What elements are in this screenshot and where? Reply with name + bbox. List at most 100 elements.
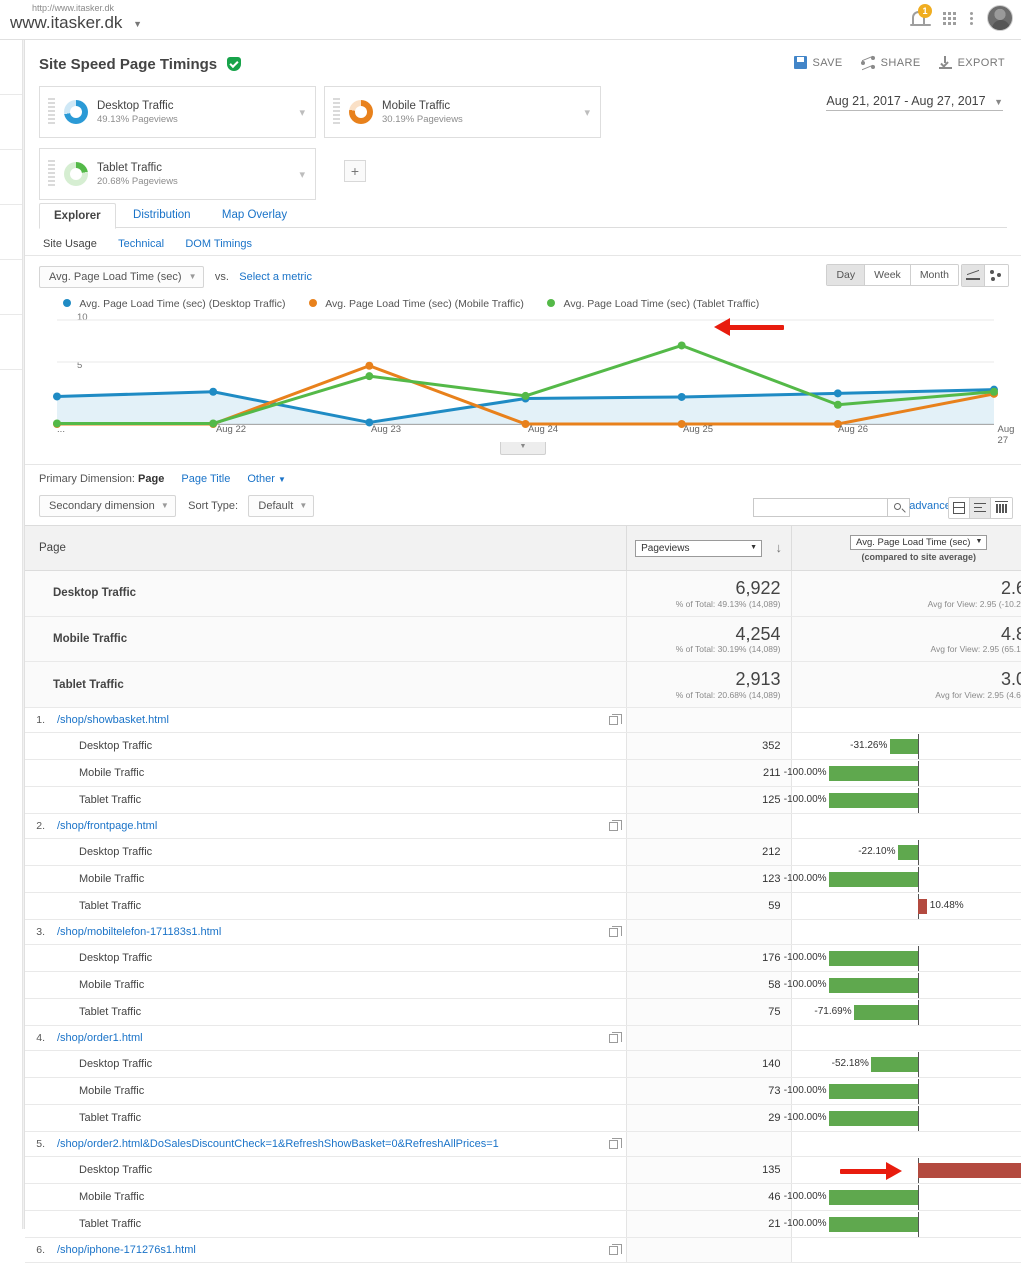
row-index: 4.	[25, 1025, 51, 1052]
date-range-picker[interactable]: Aug 21, 2017 - Aug 27, 2017 ▼	[826, 94, 1003, 111]
flow-view-icon[interactable]	[970, 498, 991, 518]
report-header: Site Speed Page Timings SAVE SHARE EXPOR…	[25, 40, 1021, 82]
sort-descending-icon[interactable]: ↓	[775, 539, 782, 555]
export-button[interactable]: EXPORT	[938, 56, 1005, 69]
granularity-month[interactable]: Month	[910, 265, 958, 285]
chevron-down-icon[interactable]: ▾	[584, 106, 590, 119]
group-metric-blank	[791, 707, 1021, 734]
table-view-icon[interactable]	[949, 498, 970, 518]
line-chart[interactable]: 10 5 ... Aug 22 Aug 23 Aug 24 Aug 25 Aug…	[39, 312, 1014, 455]
negative-bar	[829, 1083, 918, 1099]
drag-handle-icon[interactable]	[333, 98, 340, 126]
chart-range-slider[interactable]: ▼	[500, 442, 546, 455]
open-in-new-icon[interactable]	[608, 1138, 622, 1150]
tab-map-overlay[interactable]: Map Overlay	[221, 209, 288, 221]
avatar[interactable]	[987, 5, 1013, 31]
secondary-dimension-select[interactable]: Secondary dimension ▼	[39, 495, 176, 517]
pageviews-label: Pageviews	[641, 542, 690, 554]
primary-dimension-page-title[interactable]: Page Title	[181, 473, 231, 485]
open-in-new-icon[interactable]	[608, 926, 622, 938]
total-metric: 4.87Avg for View: 2.95 (65.16%)	[791, 616, 1021, 663]
table-row: Mobile Traffic 123 -100.00%	[25, 865, 1021, 894]
share-button[interactable]: SHARE	[860, 56, 921, 69]
page-url-cell[interactable]: /shop/order2.html&DoSalesDiscountCheck=1…	[51, 1131, 627, 1158]
segment-card-mobile[interactable]: Mobile Traffic 30.19% Pageviews ▾	[324, 86, 601, 138]
chevron-down-icon[interactable]: ▾	[299, 106, 305, 119]
page-url-cell[interactable]: /shop/showbasket.html	[51, 707, 627, 734]
sub-index	[25, 944, 51, 973]
legend-item-tablet: Avg. Page Load Time (sec) (Tablet Traffi…	[547, 298, 759, 310]
open-in-new-icon[interactable]	[608, 1244, 622, 1256]
table-group-row: 6. /shop/iphone-171276s1.html	[25, 1237, 1021, 1263]
metric-select-label: Avg. Page Load Time (sec)	[49, 271, 182, 283]
x-tick-2: Aug 23	[370, 424, 402, 435]
site-name-selector[interactable]: www.itasker.dk ▼	[10, 13, 142, 33]
save-button[interactable]: SAVE	[793, 56, 843, 69]
page-url-link[interactable]: /shop/frontpage.html	[57, 820, 158, 833]
segment-card-desktop[interactable]: Desktop Traffic 49.13% Pageviews ▾	[39, 86, 316, 138]
primary-dimension-other[interactable]: Other ▼	[247, 473, 286, 485]
comparison-view-icon[interactable]	[991, 498, 1012, 518]
subtab-dom-timings[interactable]: DOM Timings	[185, 238, 252, 250]
segment-name: Tablet Traffic	[97, 161, 162, 174]
group-pageviews-blank	[626, 1025, 792, 1052]
row-index: 2.	[25, 813, 51, 840]
tab-explorer[interactable]: Explorer	[39, 203, 116, 229]
apps-grid-icon[interactable]	[943, 11, 956, 25]
page-url-link[interactable]: /shop/iphone-171276s1.html	[57, 1244, 196, 1257]
granularity-day[interactable]: Day	[827, 265, 866, 285]
table-header-row: Page Pageviews ▼ ↓ Avg. Page Load Time (…	[25, 525, 1021, 571]
report-subtabs: Site Usage Technical DOM Timings	[25, 228, 1021, 256]
page-url-link[interactable]: /shop/order2.html&DoSalesDiscountCheck=1…	[57, 1138, 499, 1151]
search-button[interactable]	[888, 498, 910, 517]
open-in-new-icon[interactable]	[608, 820, 622, 832]
page-url-link[interactable]: /shop/showbasket.html	[57, 714, 169, 727]
page-url-cell[interactable]: /shop/iphone-171276s1.html	[51, 1237, 627, 1263]
advanced-link[interactable]: advanced	[909, 500, 957, 512]
page-url-cell[interactable]: /shop/mobiltelefon-171183s1.html	[51, 919, 627, 946]
more-options-icon[interactable]	[970, 11, 973, 25]
open-in-new-icon[interactable]	[608, 714, 622, 726]
y-tick-10: 10	[77, 312, 88, 323]
subtab-site-usage[interactable]: Site Usage	[43, 238, 97, 250]
left-nav-rail[interactable]	[0, 40, 23, 1229]
pageviews-metric-select[interactable]: Pageviews ▼	[635, 539, 763, 557]
granularity-toggle: Day Week Month	[826, 264, 959, 286]
row-pageviews: 212	[626, 838, 792, 867]
select-a-metric-link[interactable]: Select a metric	[239, 271, 312, 283]
segment-row-name: Desktop Traffic	[51, 732, 627, 761]
add-segment-button[interactable]: +	[344, 160, 366, 182]
page-url-link[interactable]: /shop/mobiltelefon-171183s1.html	[57, 926, 222, 939]
total-pageviews: 2,913% of Total: 20.68% (14,089)	[626, 661, 792, 709]
page-url-cell[interactable]: /shop/frontpage.html	[51, 813, 627, 840]
zero-axis	[917, 1211, 919, 1237]
line-chart-icon[interactable]	[962, 265, 985, 286]
segment-row-name: Mobile Traffic	[51, 1183, 627, 1212]
drag-handle-icon[interactable]	[48, 160, 55, 188]
notifications-bell-icon[interactable]: 1	[909, 4, 932, 29]
segment-row-name: Desktop Traffic	[51, 838, 627, 867]
page-url-cell[interactable]: /shop/order1.html	[51, 1025, 627, 1052]
metric-select[interactable]: Avg. Page Load Time (sec) ▼	[39, 266, 205, 288]
metric-column-select[interactable]: Avg. Page Load Time (sec) ▼	[850, 535, 988, 550]
table-row: Tablet Traffic 125 -100.00%	[25, 786, 1021, 815]
negative-bar	[897, 844, 918, 860]
sort-type-label: Sort Type:	[188, 500, 239, 512]
search-input[interactable]	[753, 498, 888, 517]
row-pageviews: 73	[626, 1077, 792, 1106]
granularity-week[interactable]: Week	[865, 265, 911, 285]
site-name-label: www.itasker.dk	[10, 13, 123, 32]
sort-type-select[interactable]: Default ▼	[248, 495, 315, 517]
open-in-new-icon[interactable]	[608, 1032, 622, 1044]
legend-label: Avg. Page Load Time (sec) (Tablet Traffi…	[563, 298, 760, 310]
subtab-technical[interactable]: Technical	[118, 238, 165, 250]
bar-label: -31.26%	[850, 739, 888, 751]
segment-card-tablet[interactable]: Tablet Traffic 20.68% Pageviews ▾	[39, 148, 316, 200]
secondary-dimension-label: Secondary dimension	[49, 500, 155, 512]
drag-handle-icon[interactable]	[48, 98, 55, 126]
chevron-down-icon[interactable]: ▾	[299, 168, 305, 181]
motion-chart-icon[interactable]	[985, 265, 1008, 286]
page-url-link[interactable]: /shop/order1.html	[57, 1032, 143, 1045]
primary-dimension-active[interactable]: Page	[138, 473, 165, 485]
tab-distribution[interactable]: Distribution	[133, 209, 191, 221]
